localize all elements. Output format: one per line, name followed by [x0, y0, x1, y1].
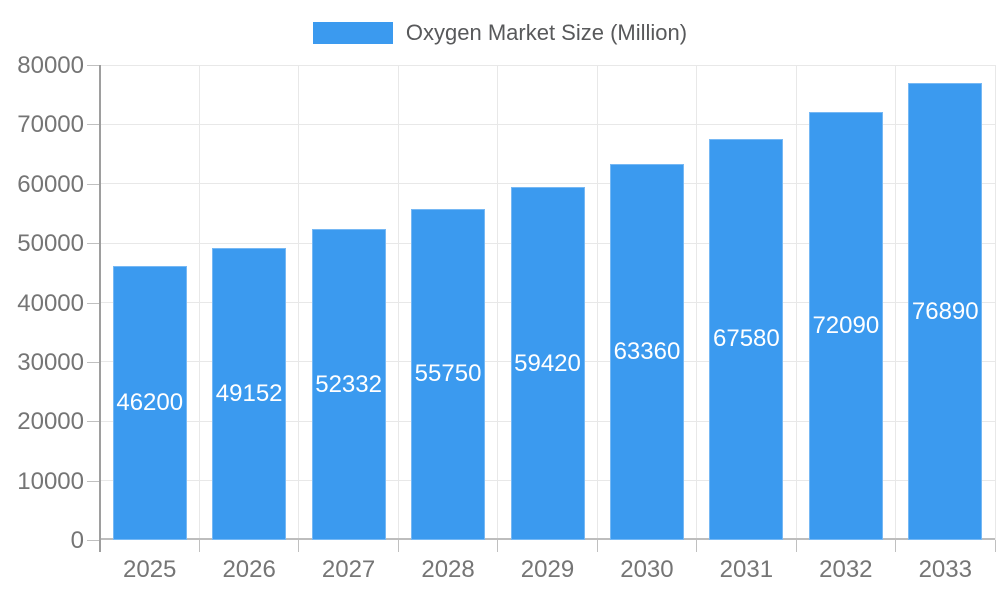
- x-gridline: [696, 65, 698, 540]
- bar-2033: 76890: [908, 83, 983, 540]
- x-tick: [397, 540, 399, 552]
- y-axis-label: 0: [70, 527, 84, 554]
- bar-2030: 63360: [609, 163, 684, 540]
- x-axis-label: 2033: [918, 556, 972, 583]
- x-gridline: [596, 65, 598, 540]
- y-tick: [87, 480, 100, 482]
- y-axis-label: 30000: [17, 348, 84, 376]
- y-axis-label: 10000: [17, 467, 84, 495]
- bar-2025: 46200: [112, 265, 187, 540]
- bar-value-label: 49152: [215, 380, 283, 408]
- x-axis-label: 2028: [421, 556, 475, 583]
- x-tick: [895, 540, 897, 552]
- y-gridline: [100, 123, 995, 125]
- bar-value-label: 63360: [613, 337, 681, 365]
- x-gridline: [895, 65, 897, 540]
- bar-2031: 67580: [709, 138, 784, 540]
- y-axis-label: 80000: [17, 52, 84, 79]
- x-tick: [497, 540, 499, 552]
- x-axis-label: 2030: [620, 556, 674, 583]
- y-axis-label: 20000: [17, 408, 84, 436]
- y-tick: [87, 65, 100, 66]
- x-tick: [198, 540, 200, 552]
- y-tick: [87, 183, 100, 185]
- legend-label: Oxygen Market Size (Million): [405, 20, 688, 45]
- x-tick: [795, 540, 797, 552]
- y-axis-line: [99, 65, 101, 552]
- x-gridline: [298, 65, 300, 540]
- x-axis-label: 2031: [719, 556, 774, 583]
- y-axis-label: 60000: [17, 170, 84, 198]
- x-axis-label: 2027: [321, 556, 376, 583]
- x-gridline: [795, 65, 797, 540]
- bar-value-label: 72090: [812, 311, 880, 339]
- x-axis-label: 2025: [123, 556, 177, 583]
- y-gridline: [100, 64, 995, 66]
- y-tick: [87, 302, 100, 304]
- x-gridline: [994, 65, 996, 540]
- x-gridline: [397, 65, 399, 540]
- x-tick: [596, 540, 598, 552]
- bar-value-label: 46200: [116, 388, 184, 416]
- y-axis-label: 50000: [17, 230, 84, 258]
- bar-2029: 59420: [510, 187, 585, 540]
- bar-value-label: 59420: [514, 349, 581, 377]
- x-tick: [298, 540, 300, 552]
- y-tick: [87, 124, 100, 126]
- bar-value-label: 55750: [414, 360, 482, 388]
- legend-swatch-icon: [312, 22, 393, 44]
- x-axis-label: 2032: [819, 556, 873, 583]
- y-tick: [87, 540, 100, 541]
- x-axis-label: 2029: [520, 556, 575, 583]
- bar-2026: 49152: [212, 248, 287, 540]
- bar-value-label: 76890: [911, 297, 979, 325]
- y-gridline: [100, 183, 995, 185]
- x-gridline: [497, 65, 499, 540]
- x-tick: [994, 540, 996, 552]
- plot-area: 46200 49152 52332 55750 59420 63360 67580 72090…: [99, 64, 996, 552]
- y-axis-label: 40000: [17, 289, 84, 317]
- y-tick: [87, 243, 100, 245]
- y-axis-label: 70000: [17, 111, 84, 139]
- bar-value-label: 67580: [713, 325, 780, 353]
- y-tick: [87, 421, 100, 423]
- chart-legend: Oxygen Market Size (Million): [0, 20, 1000, 46]
- x-gridline: [198, 65, 200, 540]
- bar-2027: 52332: [311, 229, 386, 540]
- x-tick: [696, 540, 698, 552]
- y-tick: [87, 361, 100, 363]
- x-axis-label: 2026: [222, 556, 276, 583]
- bar-2032: 72090: [808, 111, 883, 540]
- bar-value-label: 52332: [315, 370, 382, 398]
- bar-2028: 55750: [411, 208, 486, 540]
